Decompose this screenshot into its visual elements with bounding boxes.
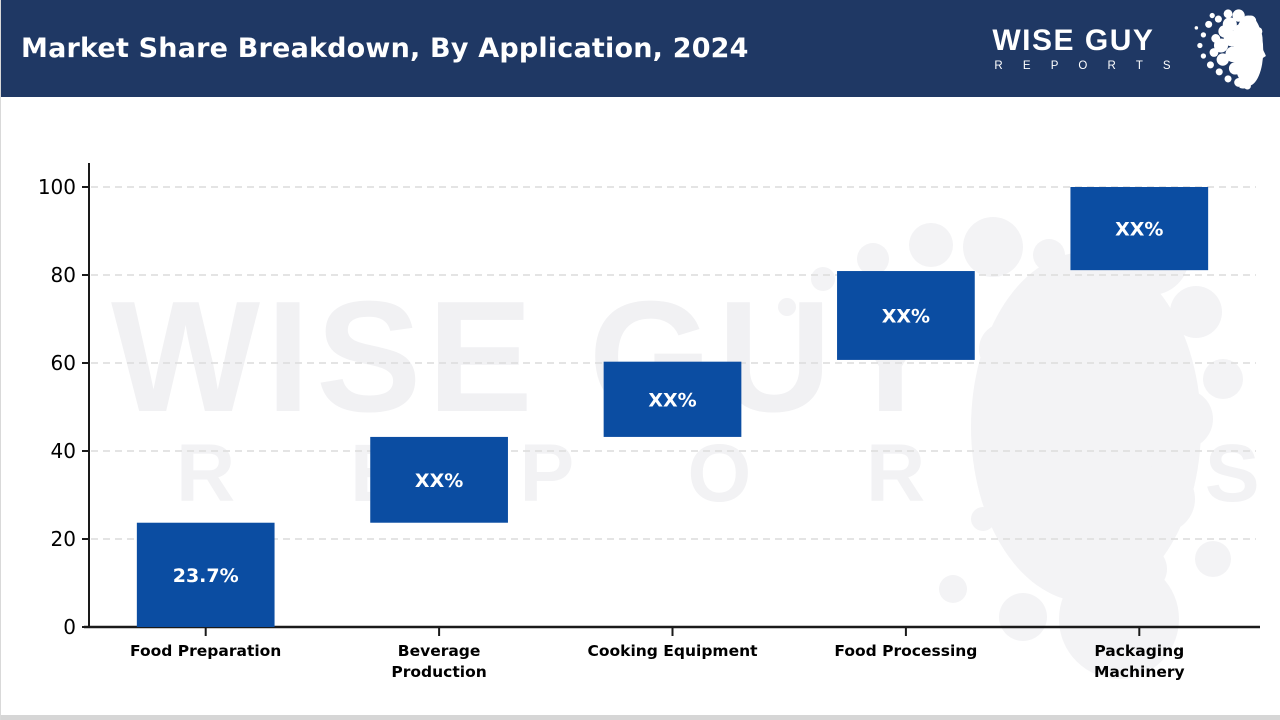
y-tick-label: 60 [51,351,76,375]
chart-area: WISE GUY R E P O R T S 0 20 40 60 80 100 23.7%… [1,97,1280,715]
watermark-wordmark: WISE GUY [111,269,950,445]
bar-1[interactable] [370,436,508,523]
wiseguy-head-logo-icon [1194,8,1266,89]
y-tick-label: 100 [38,175,76,199]
bar-value-label: XX% [648,389,696,411]
y-tick-label: 0 [63,615,76,639]
x-category-label: Food Preparation [130,642,281,660]
header-bar: Market Share Breakdown, By Application, … [1,0,1280,97]
y-tick-label: 80 [51,263,76,287]
bar-2[interactable] [603,361,742,437]
x-category-label: Cooking Equipment [587,642,758,660]
footer-bar [1,715,1280,720]
x-category-label: Packaging Machinery [1094,642,1185,681]
x-category-label: Food Processing [834,642,977,660]
bar-0[interactable] [136,522,275,627]
bar-value-label: 23.7% [173,565,239,587]
page-title: Market Share Breakdown, By Application, … [21,33,749,64]
x-category-label: Beverage Production [391,642,486,681]
logo-wordmark: WISE GUY [992,23,1155,57]
logo-subtitle: R E P O R T S [994,59,1179,72]
bar-value-label: XX% [1115,219,1163,241]
bar-value-label: XX% [415,470,463,492]
y-tick-label: 40 [51,439,76,463]
bar-4[interactable] [1070,187,1209,271]
y-tick-label: 20 [51,527,76,551]
bar-3[interactable] [837,271,975,360]
bar-value-label: XX% [882,305,930,327]
logo-text: WISE GUY R E P O R T S [992,23,1179,72]
wiseguy-logo: WISE GUY R E P O R T S [992,5,1267,93]
